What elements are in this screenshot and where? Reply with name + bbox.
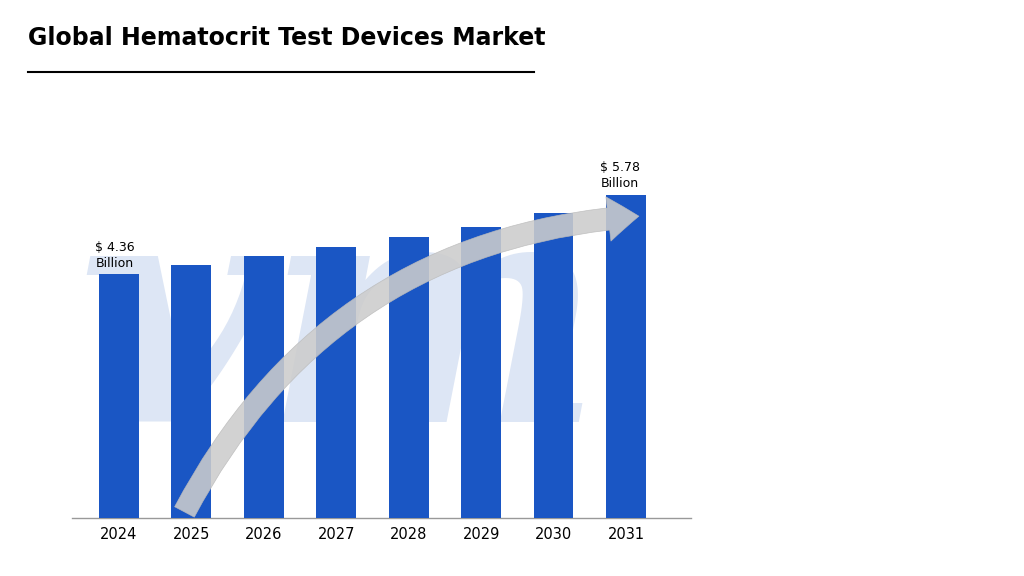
Text: Source:
www.verifiedmarketresearch.com: Source: www.verifiedmarketresearch.com [733,514,909,539]
Bar [244,256,284,518]
FancyArrowPatch shape [175,197,639,517]
Bar [99,274,138,518]
Bar [606,195,646,518]
Bar [389,237,428,518]
Text: Global Hematocrit Test Devices Market: Global Hematocrit Test Devices Market [29,26,546,50]
Text: CAGR from
2024 to 2031: CAGR from 2024 to 2031 [811,307,925,344]
Text: VERIFIED®: VERIFIED® [888,37,971,51]
Bar [171,266,211,518]
Bar [316,247,356,518]
Bar [534,213,573,518]
Bar [461,227,501,518]
Text: RESEARCH: RESEARCH [888,95,968,108]
Text: $ 5.78
Billion: $ 5.78 Billion [600,161,640,190]
Text: vm: vm [80,180,603,488]
Text: MARKET: MARKET [888,66,950,79]
Text: $ 4.36
Billion: $ 4.36 Billion [95,241,135,270]
Text: 3.60 %: 3.60 % [767,196,969,248]
